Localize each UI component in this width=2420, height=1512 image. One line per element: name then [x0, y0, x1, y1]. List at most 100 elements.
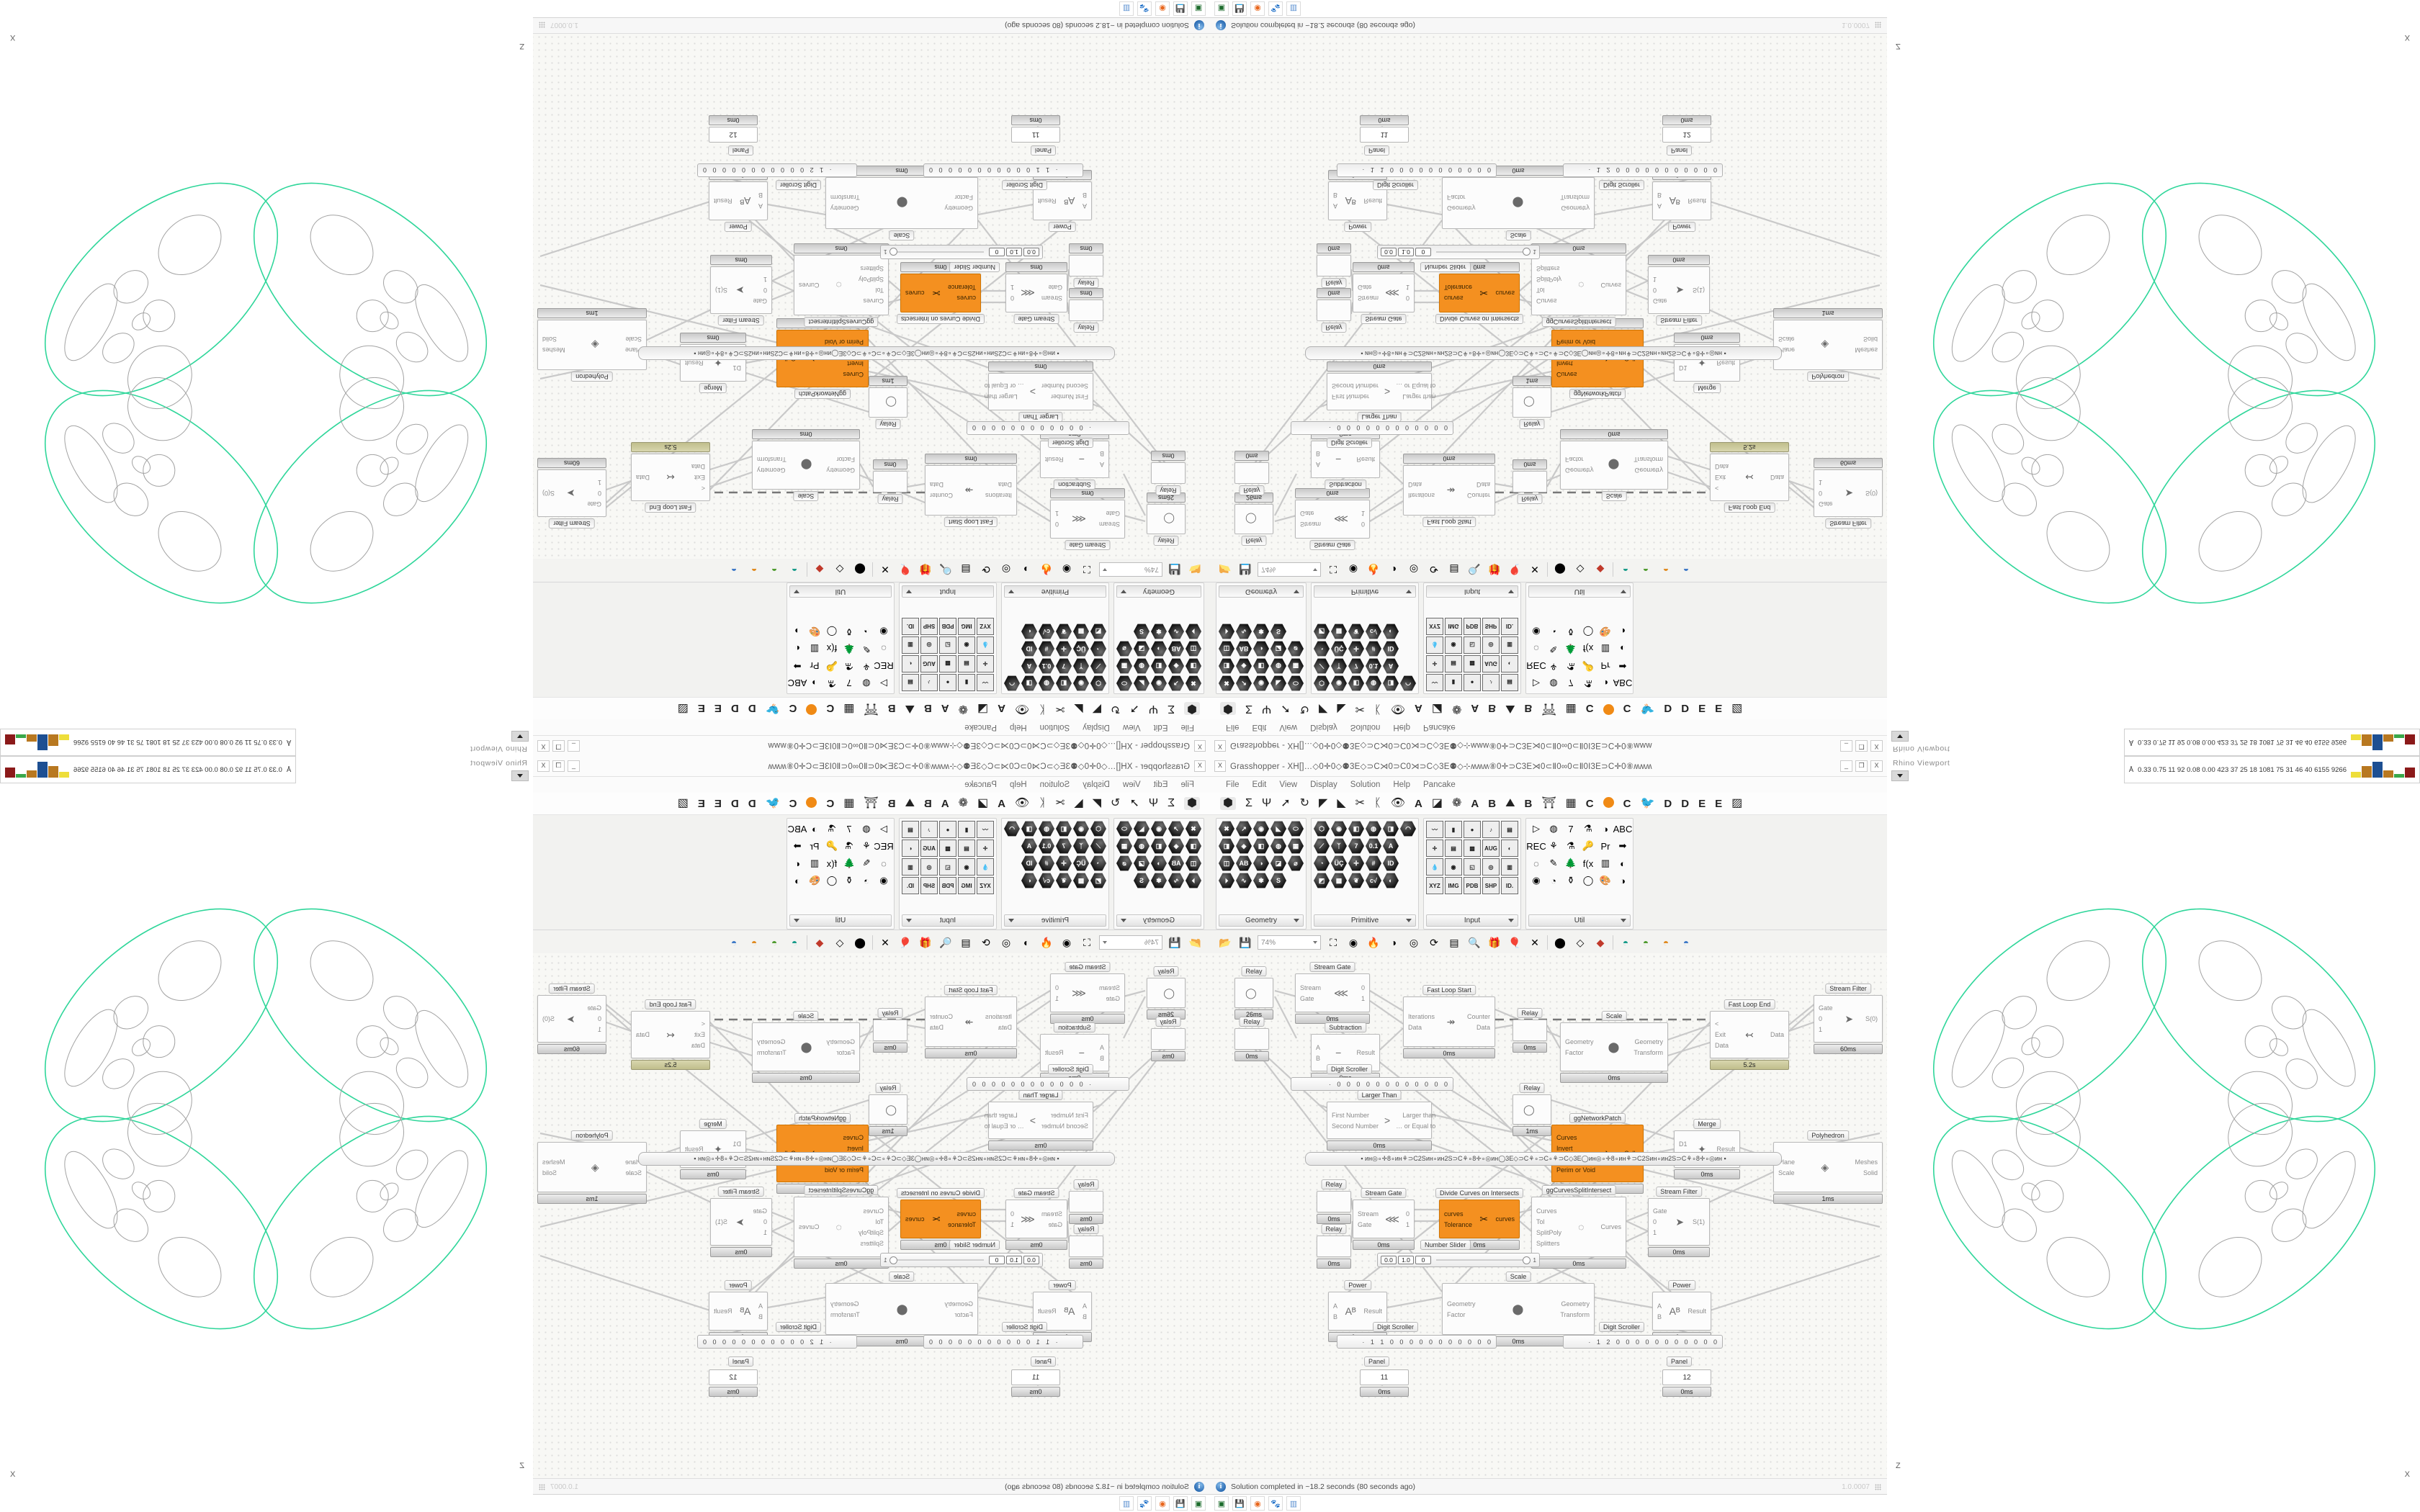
component-icon-3-21[interactable]: ➡ — [1618, 661, 1627, 672]
component-icon-3-20[interactable]: ABC — [1613, 823, 1633, 834]
component-icon-3-11[interactable]: ⚱ — [845, 626, 853, 637]
shade-green-icon[interactable]: ◓ — [1642, 564, 1649, 575]
port-label[interactable]: Result — [1716, 359, 1735, 366]
component-icon-1-9[interactable]: 7 — [1056, 658, 1072, 674]
port-label[interactable]: 1 — [1055, 994, 1059, 1002]
port-label[interactable]: A — [1316, 461, 1321, 469]
component-icon-2-5[interactable]: ▤ — [958, 655, 975, 672]
slider-min[interactable]: 0.0 — [1023, 248, 1039, 256]
gh-node-relay[interactable]: Relay 0ms — [1317, 1179, 1351, 1224]
port-label[interactable]: Tolerance — [1444, 284, 1473, 292]
port-label[interactable]: Larger than — [1402, 393, 1436, 401]
component-icon-1-0[interactable]: ⬡ — [1090, 821, 1106, 837]
port-label[interactable]: A — [1657, 1302, 1662, 1310]
minimize-button[interactable]: _ — [1840, 740, 1852, 752]
component-icon-3-20[interactable]: ABC — [787, 823, 807, 834]
zoom-level-input[interactable]: 74% — [1099, 562, 1162, 577]
component-icon-2-14[interactable]: ◎ — [920, 636, 938, 654]
ribbon-tab-16[interactable]: B — [887, 702, 896, 715]
fit-view-icon[interactable]: ⛶ — [1083, 936, 1090, 948]
component-icon-1-11[interactable]: ❦ — [1348, 873, 1364, 888]
component-icon-1-17[interactable]: A — [1021, 658, 1037, 674]
port-label[interactable]: Data — [1408, 1023, 1422, 1031]
port-label[interactable]: Curves — [843, 371, 864, 379]
component-icon-0-7[interactable]: ∿ — [1168, 873, 1184, 888]
slider-max[interactable]: 1.0 — [1398, 1256, 1414, 1264]
component-icon-1-2[interactable]: ◔ — [1314, 855, 1330, 871]
component-icon-2-4[interactable]: ▮ — [958, 674, 975, 691]
node-body[interactable]: Geometry Factor ⬤ Geometry Transform — [752, 441, 860, 490]
gh-node-scale[interactable]: Scale Geometry Factor ⬤ Geometry Transform 0ms — [752, 429, 860, 501]
node-body[interactable]: Stream Gate ⋘ 0 1 — [1353, 274, 1415, 312]
component-icon-0-18[interactable]: ⌀ — [1288, 641, 1304, 657]
ribbon-tab-5[interactable]: ◤ — [1319, 797, 1328, 809]
port-label[interactable]: Geometry — [830, 1300, 859, 1308]
component-group-title[interactable]: Geometry — [1116, 914, 1201, 927]
slider-track[interactable] — [889, 248, 984, 256]
gh-node-relay[interactable]: Relay ◯ 26ms — [1147, 966, 1186, 1020]
gh-node-fast-loop-start[interactable]: Fast Loop Start Iterations Data ↠ Counter Dat… — [925, 985, 1017, 1058]
node-body[interactable]: Gate 0 1 ➤ S(1) — [1648, 1198, 1710, 1246]
port-label[interactable]: Meshes — [542, 346, 565, 354]
menu-item-pancake[interactable]: Pancake — [964, 780, 997, 789]
component-icon-3-5[interactable]: ⚘ — [862, 840, 871, 851]
component-icon-3-23[interactable]: ◑ — [1620, 875, 1626, 886]
ribbon-tab-26[interactable]: E — [1715, 702, 1723, 715]
component-icon-0-10[interactable]: ◑ — [1151, 855, 1167, 871]
ribbon-tab-22[interactable]: 🐦 — [765, 703, 780, 715]
component-icon-1-12[interactable]: ◍ — [1039, 675, 1054, 691]
component-icon-1-1[interactable]: ⟋ — [1090, 658, 1106, 674]
component-icon-3-3[interactable]: ◉ — [1532, 875, 1541, 886]
ribbon-tab-20[interactable] — [806, 797, 817, 810]
port-label[interactable]: Factor — [1447, 194, 1466, 202]
component-icon-0-12[interactable]: ◣ — [1134, 821, 1150, 837]
component-icon-2-5[interactable]: ▤ — [1445, 840, 1462, 857]
ribbon-tab-2[interactable]: Ψ — [1148, 703, 1159, 715]
ribbon-tab-11[interactable]: ◪ — [1431, 703, 1443, 715]
panel-component[interactable]: 11 — [1360, 1369, 1409, 1385]
component-icon-3-10[interactable]: 🌲 — [1564, 858, 1577, 868]
component-icon-3-17[interactable]: Pr — [810, 840, 820, 852]
maximize-button[interactable]: ❐ — [552, 740, 565, 752]
component-icon-3-0[interactable]: ▷ — [1533, 823, 1540, 834]
component-icon-2-3[interactable]: XYZ — [977, 618, 994, 635]
bake-flame-icon[interactable]: 🔥 — [1040, 564, 1053, 576]
node-body[interactable] — [1069, 1236, 1103, 1257]
grasshopper-canvas[interactable]: Relay ◯ 26ms Stream Gate Stream Gate ⋘ 0 1 0ms Rel… — [1210, 953, 1887, 1479]
ribbon-tab-0[interactable]: ⬢ — [1220, 702, 1236, 715]
port-label[interactable]: Gate — [1048, 1220, 1062, 1228]
resize-grip[interactable] — [1875, 22, 1881, 29]
ribbon-tab-23[interactable]: D — [748, 797, 756, 810]
port-label[interactable]: B — [1099, 1054, 1104, 1062]
search-icon[interactable]: 🔍 — [939, 936, 952, 948]
port-label[interactable]: Stream — [1041, 1210, 1062, 1218]
preview-eye-icon[interactable]: ◉ — [1062, 936, 1072, 948]
node-body[interactable]: Plane Scale ◈ Meshes Solid — [1773, 320, 1883, 370]
port-label[interactable]: Geometry — [757, 467, 786, 474]
port-label[interactable]: Gate — [587, 500, 601, 508]
node-body[interactable]: curves Tolerance ✂ curves — [1439, 274, 1520, 312]
slider-min[interactable]: 0.0 — [1381, 248, 1397, 256]
component-icon-3-19[interactable]: 🎨 — [1599, 875, 1612, 886]
fit-view-icon[interactable]: ⛶ — [1330, 564, 1337, 576]
node-body[interactable] — [1069, 255, 1103, 276]
component-icon-0-15[interactable]: S — [1134, 624, 1150, 639]
component-icon-3-18[interactable]: ▥ — [810, 858, 820, 868]
ribbon-tab-9[interactable]: 👁 — [1390, 703, 1405, 715]
port-label[interactable]: First Number — [1050, 393, 1088, 401]
component-icon-0-11[interactable]: ✾ — [1253, 873, 1269, 888]
component-icon-3-2[interactable]: ◌ — [1533, 643, 1539, 654]
port-label[interactable]: 1 — [1405, 284, 1410, 292]
component-icon-1-18[interactable]: ID — [1021, 641, 1037, 657]
digit-scroller[interactable]: · 0 0 0 0 0 0 0 0 0 0 0 0 — [967, 421, 1129, 435]
bake-flame-icon[interactable]: 🔥 — [1367, 564, 1380, 576]
component-icon-0-0[interactable]: ✖ — [1186, 821, 1201, 837]
ribbon-tab-7[interactable]: ✂ — [1355, 703, 1366, 715]
menu-item-file[interactable]: File — [1180, 723, 1194, 732]
port-label[interactable]: Result — [1363, 1308, 1382, 1315]
save-disk-icon[interactable]: 💾 — [1173, 1496, 1188, 1511]
component-icon-0-4[interactable]: ↗ — [1168, 821, 1184, 837]
component-icon-0-2[interactable]: ◫ — [1186, 641, 1201, 657]
window-close-left-icon[interactable]: X — [1194, 740, 1206, 752]
port-label[interactable]: Plane — [1778, 1158, 1796, 1166]
